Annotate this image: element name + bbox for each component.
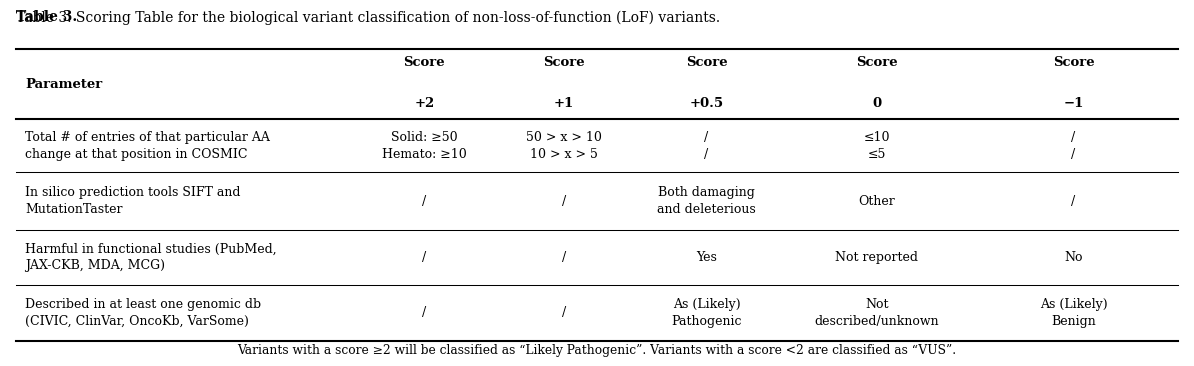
Text: Score: Score xyxy=(685,56,727,69)
Text: Other: Other xyxy=(858,195,896,208)
Text: Total # of entries of that particular AA
change at that position in COSMIC: Total # of entries of that particular AA… xyxy=(25,131,270,161)
Text: Parameter: Parameter xyxy=(25,78,103,90)
Text: +0.5: +0.5 xyxy=(689,97,724,111)
Text: −1: −1 xyxy=(1064,97,1084,111)
Text: No: No xyxy=(1064,251,1083,264)
Text: /: / xyxy=(1071,195,1076,208)
Text: /: / xyxy=(561,195,566,208)
Text: Table 3.: Table 3. xyxy=(16,11,76,25)
Text: In silico prediction tools SIFT and
MutationTaster: In silico prediction tools SIFT and Muta… xyxy=(25,186,241,216)
Text: Both damaging
and deleterious: Both damaging and deleterious xyxy=(657,186,756,216)
Text: /: / xyxy=(423,251,426,264)
Text: Score: Score xyxy=(1053,56,1095,69)
Text: ≤10
≤5: ≤10 ≤5 xyxy=(863,131,891,161)
Text: Harmful in functional studies (PubMed,
JAX-CKB, MDA, MCG): Harmful in functional studies (PubMed, J… xyxy=(25,242,277,272)
Text: /: / xyxy=(423,306,426,320)
Text: Score: Score xyxy=(404,56,445,69)
Text: Yes: Yes xyxy=(696,251,718,264)
Text: As (Likely)
Pathogenic: As (Likely) Pathogenic xyxy=(671,298,741,328)
Text: Not
described/unknown: Not described/unknown xyxy=(814,298,940,328)
Text: Variants with a score ≥2 will be classified as “Likely Pathogenic”. Variants wit: Variants with a score ≥2 will be classif… xyxy=(238,344,956,357)
Text: 0: 0 xyxy=(873,97,881,111)
Text: 50 > x > 10
10 > x > 5: 50 > x > 10 10 > x > 5 xyxy=(525,131,602,161)
Text: /
/: / / xyxy=(1071,131,1076,161)
Text: Table 3. Scoring Table for the biological variant classification of non-loss-of-: Table 3. Scoring Table for the biologica… xyxy=(16,11,720,25)
Text: +2: +2 xyxy=(414,97,435,111)
Text: /: / xyxy=(561,251,566,264)
Text: /: / xyxy=(561,306,566,320)
Text: Described in at least one genomic db
(CIVIC, ClinVar, OncoKb, VarSome): Described in at least one genomic db (CI… xyxy=(25,298,261,328)
Text: /: / xyxy=(423,195,426,208)
Text: /
/: / / xyxy=(704,131,709,161)
Text: Score: Score xyxy=(543,56,584,69)
Text: +1: +1 xyxy=(554,97,574,111)
Text: As (Likely)
Benign: As (Likely) Benign xyxy=(1040,298,1107,328)
Text: Solid: ≥50
Hemato: ≥10: Solid: ≥50 Hemato: ≥10 xyxy=(382,131,467,161)
Text: Score: Score xyxy=(856,56,898,69)
Text: Not reported: Not reported xyxy=(836,251,918,264)
